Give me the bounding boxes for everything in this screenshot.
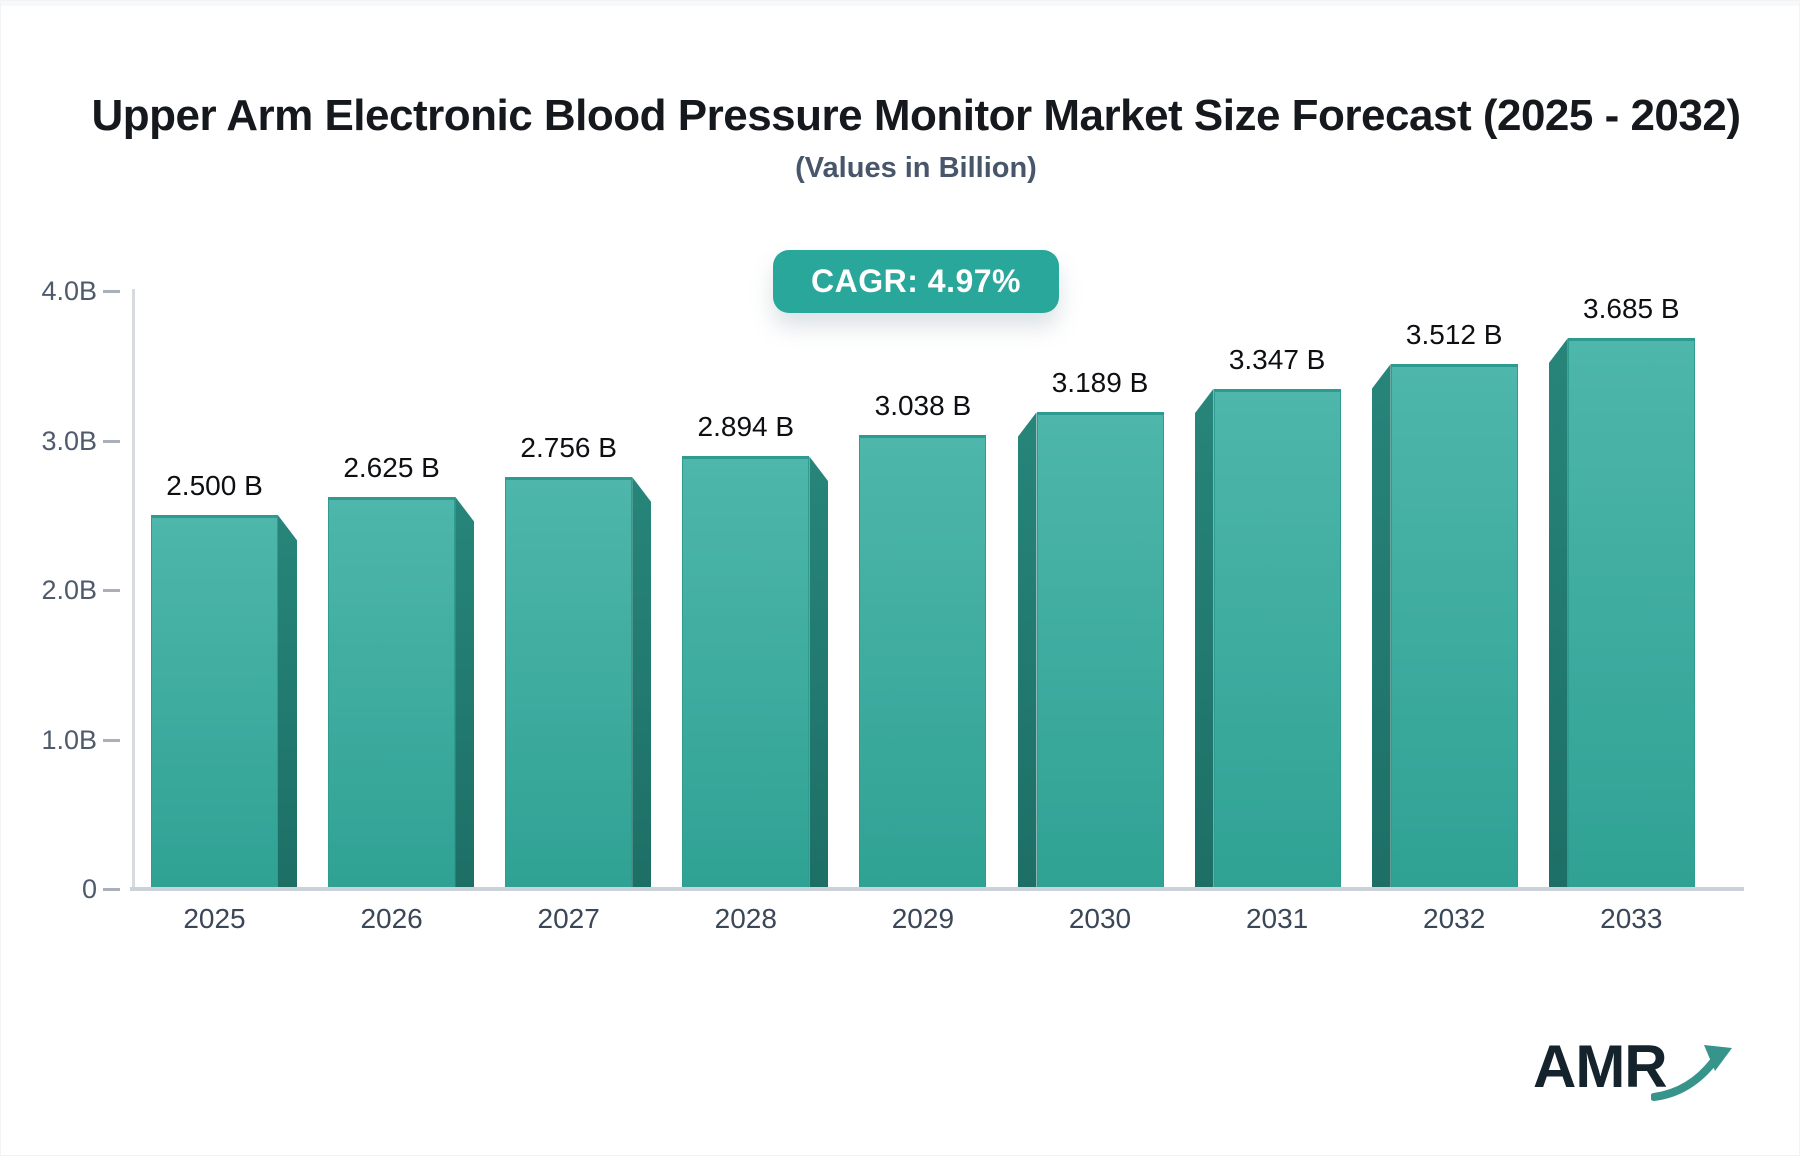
x-axis-label-2028: 2028 bbox=[714, 903, 777, 934]
x-axis-label-2031: 2031 bbox=[1245, 903, 1309, 934]
bar-2030 bbox=[1036, 412, 1164, 889]
bar-2027 bbox=[505, 476, 633, 889]
page-top-edge bbox=[1, 1, 1799, 6]
bar-value-label-2030: 3.189 B bbox=[1051, 367, 1149, 399]
bar-2029 bbox=[859, 434, 987, 889]
bar-2031 bbox=[1213, 388, 1341, 889]
chart-header: Upper Arm Electronic Blood Pressure Moni… bbox=[16, 91, 1799, 313]
bar-value-label-2029: 3.038 B bbox=[874, 389, 972, 421]
bar-3d-side-2027 bbox=[632, 476, 652, 889]
x-axis-baseline bbox=[130, 887, 1744, 891]
y-axis-tick-label: 2.0B bbox=[41, 575, 97, 605]
chart-title: Upper Arm Electronic Blood Pressure Moni… bbox=[91, 91, 1741, 140]
y-axis-tick-label: 1.0B bbox=[41, 724, 97, 755]
bar-value-label-2031: 3.347 B bbox=[1228, 343, 1326, 375]
bar-2025 bbox=[151, 515, 278, 889]
bar-value-label-2025: 2.500 B bbox=[166, 470, 263, 502]
bar-3d-side-2028 bbox=[809, 456, 829, 889]
brand-logo-text: AMR bbox=[1533, 1033, 1668, 1100]
bar-2033 bbox=[1567, 338, 1695, 889]
trending-up-arrow-icon bbox=[1650, 1045, 1732, 1101]
x-axis-label-2026: 2026 bbox=[360, 903, 423, 934]
bar-3d-side-2030 bbox=[1017, 412, 1037, 889]
brand-logo: AMR bbox=[1533, 1037, 1735, 1101]
y-axis-tick-mark bbox=[103, 589, 120, 592]
y-axis-tick-mark bbox=[103, 439, 120, 443]
y-axis-tick-mark bbox=[103, 888, 120, 891]
bar-2032 bbox=[1390, 363, 1518, 889]
bar-3d-side-2026 bbox=[455, 496, 475, 889]
bar-value-label-2027: 2.756 B bbox=[520, 431, 617, 463]
bar-value-label-2028: 2.894 B bbox=[697, 411, 795, 443]
x-axis-label-2029: 2029 bbox=[891, 903, 955, 934]
bar-value-label-2032: 3.512 B bbox=[1405, 318, 1503, 350]
x-axis-label-2030: 2030 bbox=[1068, 903, 1132, 934]
bar-3d-side-2032 bbox=[1371, 363, 1391, 889]
bar-3d-side-2025 bbox=[278, 515, 297, 889]
x-axis-label-2027: 2027 bbox=[537, 903, 600, 934]
chart-subtitle: (Values in Billion) bbox=[795, 151, 1037, 184]
y-axis-line bbox=[132, 289, 135, 889]
y-axis-tick-label: 4.0B bbox=[41, 276, 97, 306]
bar-value-label-2033: 3.685 B bbox=[1583, 293, 1680, 325]
bar-2028 bbox=[682, 456, 810, 889]
y-axis-tick-label: 3.0B bbox=[41, 425, 97, 456]
y-axis-tick-label: 0 bbox=[81, 874, 97, 904]
y-axis-tick-mark bbox=[103, 738, 120, 742]
bar-2026 bbox=[328, 496, 456, 889]
x-axis-label-2033: 2033 bbox=[1600, 903, 1663, 934]
bar-value-label-2026: 2.625 B bbox=[343, 451, 440, 483]
x-axis-label-2025: 2025 bbox=[183, 903, 246, 934]
bar-3d-side-2031 bbox=[1194, 388, 1214, 889]
x-axis-label-2032: 2032 bbox=[1423, 903, 1486, 934]
cagr-badge: CAGR: 4.97% bbox=[773, 249, 1059, 313]
bar-3d-side-2033 bbox=[1548, 338, 1568, 889]
y-axis-tick-mark bbox=[103, 290, 120, 293]
